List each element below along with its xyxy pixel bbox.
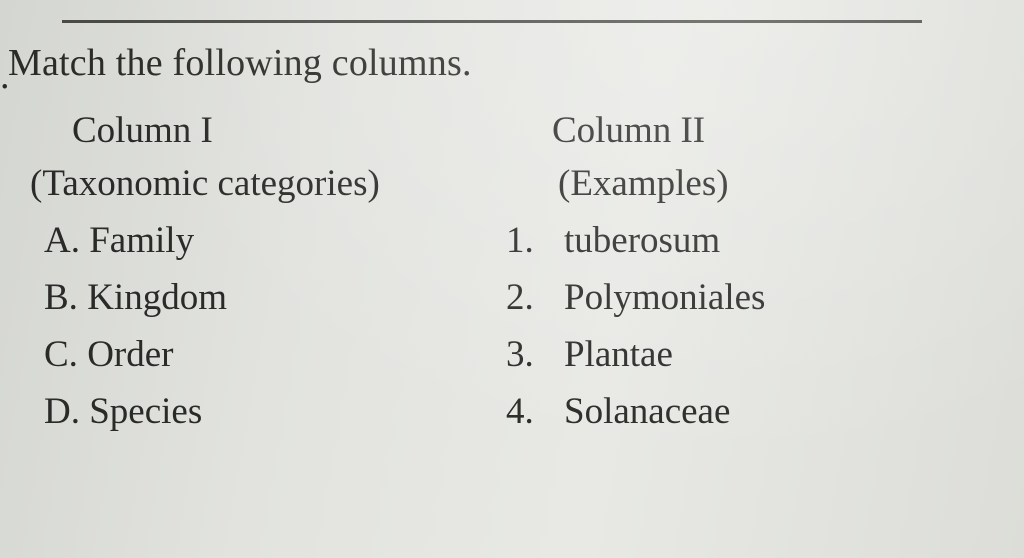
col1-item: C. Order: [44, 333, 506, 376]
col1-letter: A.: [44, 220, 80, 261]
col1-item: B. Kingdom: [44, 276, 506, 319]
col1-label: Kingdom: [87, 277, 227, 318]
col1-label: Order: [87, 334, 173, 375]
col2-num: 4.: [506, 390, 564, 433]
col2-label: Solanaceae: [564, 390, 730, 433]
col2-num: 2.: [506, 276, 564, 319]
top-rule: [62, 20, 922, 23]
column2-subheader: (Examples): [558, 162, 729, 205]
col1-letter: B.: [44, 277, 78, 318]
match-row: A. Family 1. tuberosum: [44, 219, 988, 262]
column-subheaders: (Taxonomic categories) (Examples): [30, 162, 988, 205]
column1-subheader: (Taxonomic categories): [30, 162, 558, 205]
col1-label: Species: [89, 391, 202, 432]
match-row: C. Order 3. Plantae: [44, 333, 988, 376]
col2-label: Polymoniales: [564, 276, 765, 319]
col1-letter: C.: [44, 334, 78, 375]
col1-item: A. Family: [44, 219, 506, 262]
col2-label: tuberosum: [564, 219, 720, 262]
col1-label: Family: [89, 220, 194, 261]
col2-num: 1.: [506, 219, 564, 262]
question-prompt: Match the following columns.: [8, 41, 988, 85]
col2-label: Plantae: [564, 333, 673, 376]
leading-period: .: [0, 54, 10, 98]
column2-header: Column II: [552, 109, 705, 152]
col1-item: D. Species: [44, 390, 506, 433]
match-row: B. Kingdom 2. Polymoniales: [44, 276, 988, 319]
col1-letter: D.: [44, 391, 80, 432]
match-row: D. Species 4. Solanaceae: [44, 390, 988, 433]
column1-header: Column I: [72, 109, 552, 152]
column-headers: Column I Column II: [72, 109, 988, 152]
col2-num: 3.: [506, 333, 564, 376]
